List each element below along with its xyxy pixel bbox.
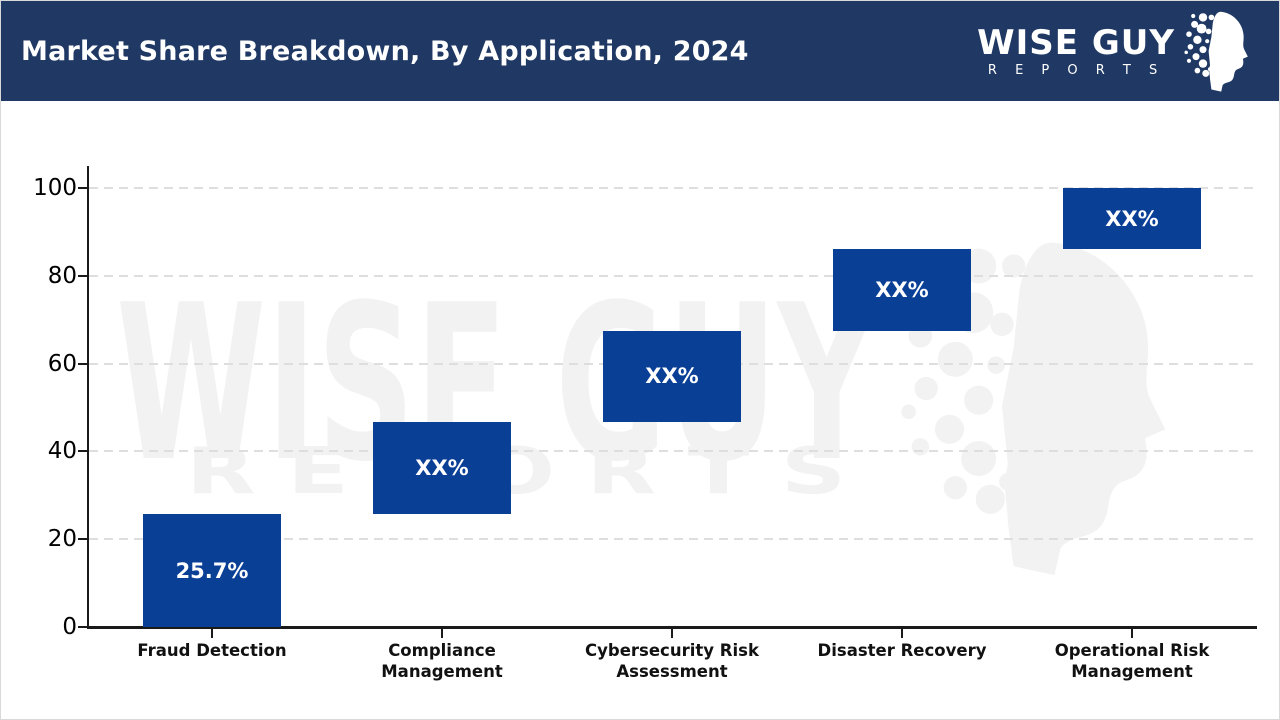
- bar-value-label: XX%: [875, 278, 929, 303]
- bar-value-label: XX%: [1105, 206, 1159, 231]
- gridline: [89, 538, 1257, 541]
- y-tick-mark: [78, 538, 87, 541]
- x-tick-mark: [1131, 629, 1133, 638]
- brand-head-icon: [1181, 9, 1253, 93]
- bar-segment: XX%: [603, 331, 741, 422]
- x-tick-mark: [211, 629, 213, 638]
- x-tick-mark: [901, 629, 903, 638]
- x-axis-category-label: Compliance Management: [381, 641, 503, 681]
- gridline: [89, 274, 1257, 277]
- y-tick-mark: [78, 450, 87, 453]
- x-tick-mark: [671, 629, 673, 638]
- watermark-reports-text: R E P O R T S: [186, 435, 846, 509]
- x-axis-category-label: Cybersecurity Risk Assessment: [585, 641, 759, 681]
- bar-segment: XX%: [373, 421, 511, 515]
- bar-segment: XX%: [1063, 188, 1201, 250]
- brand-name: WISE GUY: [977, 22, 1175, 63]
- bar-value-label: 25.7%: [175, 558, 249, 583]
- y-tick-mark: [78, 274, 87, 277]
- y-axis-tick-label: 60: [47, 350, 77, 377]
- gridline: [89, 450, 1257, 453]
- page-title: Market Share Breakdown, By Application, …: [21, 35, 749, 67]
- x-tick-mark: [441, 629, 443, 638]
- x-axis-category-label: Disaster Recovery: [817, 641, 987, 660]
- y-axis-tick-label: 80: [47, 262, 77, 289]
- bar-value-label: XX%: [645, 364, 699, 389]
- x-axis-category-label: Operational Risk Management: [1054, 641, 1210, 681]
- y-axis-tick-label: 40: [47, 438, 77, 465]
- y-tick-mark: [78, 187, 87, 189]
- y-tick-mark: [78, 626, 87, 628]
- brand-logo: WISE GUY R E P O R T S: [977, 9, 1253, 93]
- x-axis-line: [87, 626, 1257, 629]
- bar-segment: XX%: [833, 249, 971, 332]
- bar-value-label: XX%: [415, 455, 469, 480]
- y-tick-mark: [78, 362, 87, 365]
- y-axis-line: [87, 166, 89, 629]
- bar-segment: 25.7%: [143, 514, 281, 627]
- brand-subtitle: R E P O R T S: [987, 62, 1165, 78]
- x-axis-category-label: Fraud Detection: [137, 641, 287, 660]
- header: Market Share Breakdown, By Application, …: [1, 1, 1279, 101]
- gridline: [89, 187, 1257, 189]
- y-axis-tick-label: 20: [47, 526, 77, 553]
- y-axis-tick-label: 100: [33, 175, 77, 201]
- y-axis-tick-label: 0: [62, 614, 77, 640]
